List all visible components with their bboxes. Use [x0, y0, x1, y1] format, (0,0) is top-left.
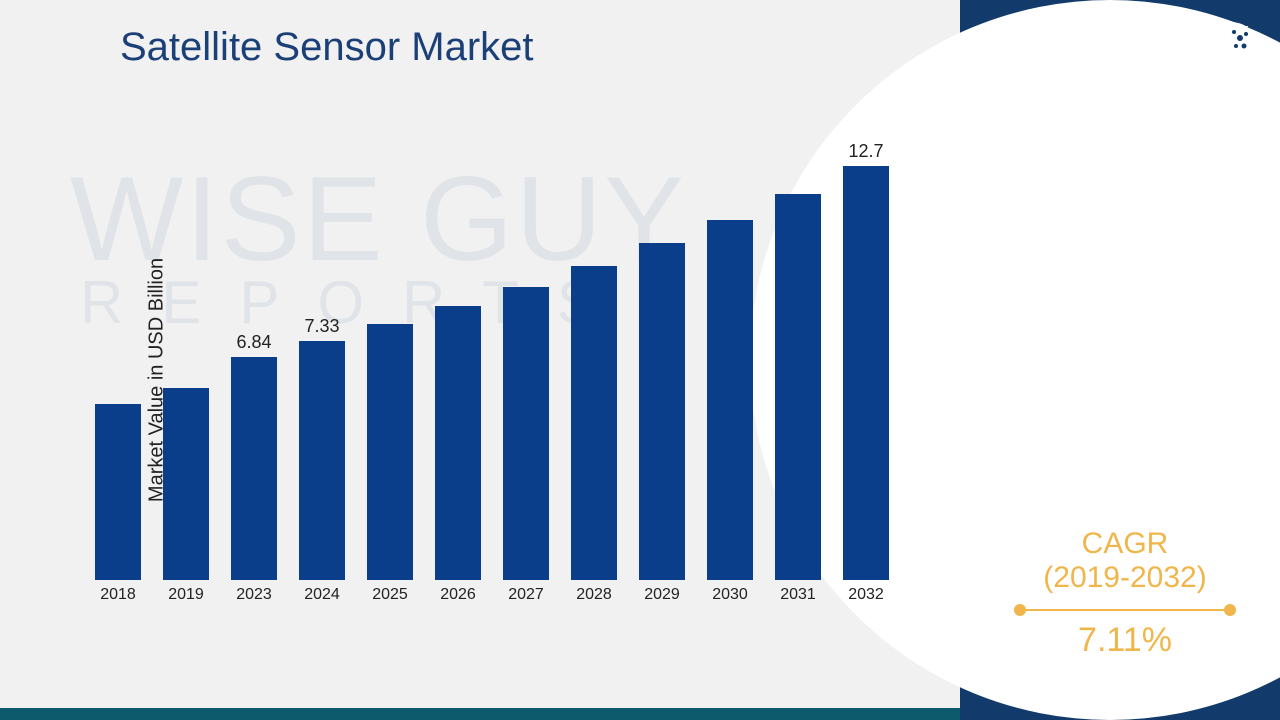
x-tick-label: 2026 [424, 586, 492, 604]
x-tick-label: 2027 [492, 586, 560, 604]
footer-bar [0, 708, 960, 720]
head-profile-icon [1204, 20, 1256, 84]
x-tick-label: 2025 [356, 586, 424, 604]
bar-rect [639, 243, 685, 580]
cagr-period: (2019-2032) [1000, 561, 1250, 595]
x-tick-label: 2030 [696, 586, 764, 604]
bar-2019 [163, 140, 209, 580]
bar-value-label: 6.84 [231, 332, 277, 353]
bar-rect [435, 306, 481, 580]
x-tick-label: 2029 [628, 586, 696, 604]
x-tick-label: 2019 [152, 586, 220, 604]
cagr-divider-dot-left [1014, 604, 1026, 616]
bar-2023: 6.84 [231, 140, 277, 580]
cagr-value: 7.11% [1000, 621, 1250, 660]
cagr-divider-bar [1020, 609, 1230, 611]
cagr-divider-dot-right [1224, 604, 1236, 616]
x-tick-label: 2032 [832, 586, 900, 604]
cagr-label: CAGR [1000, 527, 1250, 561]
bar-value-label: 12.7 [843, 141, 889, 162]
bar-rect [299, 341, 345, 580]
bar-2028 [571, 140, 617, 580]
bar-rect [231, 357, 277, 580]
bar-2029 [639, 140, 685, 580]
cagr-block: CAGR (2019-2032) 7.11% [1000, 527, 1250, 660]
bar-rect [571, 266, 617, 580]
bar-2031 [775, 140, 821, 580]
bar-rect [503, 287, 549, 580]
brand-logo: WISE GUY REPORTS [990, 18, 1250, 76]
x-tick-label: 2023 [220, 586, 288, 604]
bar-2032: 12.7 [843, 140, 889, 580]
stage: WISE GUY REPORTS Satellite Sensor Market… [0, 0, 1280, 720]
bar-2030 [707, 140, 753, 580]
bar-rect [163, 388, 209, 580]
x-axis: 2018201920232024202520262027202820292030… [95, 580, 905, 620]
bar-2027 [503, 140, 549, 580]
bar-rect [707, 220, 753, 580]
bar-value-label: 7.33 [299, 316, 345, 337]
x-tick-label: 2018 [84, 586, 152, 604]
bar-rect [843, 166, 889, 580]
bar-rect [367, 324, 413, 580]
bar-2024: 7.33 [299, 140, 345, 580]
bar-2018 [95, 140, 141, 580]
plot-area: 6.84 7.33 12.7 [95, 140, 905, 580]
chart-title: Satellite Sensor Market [120, 25, 534, 70]
cagr-divider [1020, 609, 1230, 611]
x-tick-label: 2028 [560, 586, 628, 604]
x-tick-label: 2024 [288, 586, 356, 604]
bar-2026 [435, 140, 481, 580]
bar-rect [775, 194, 821, 580]
x-tick-label: 2031 [764, 586, 832, 604]
bar-rect [95, 404, 141, 580]
bar-2025 [367, 140, 413, 580]
market-bar-chart: Market Value in USD Billion 6.847.3312.7… [75, 140, 905, 620]
